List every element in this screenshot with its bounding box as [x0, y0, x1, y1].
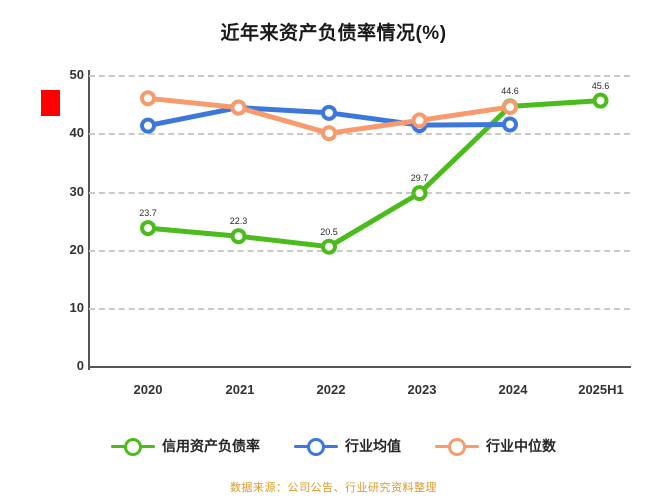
x-axis-line [88, 366, 631, 368]
legend-item-1[interactable]: 行业均值 [294, 436, 401, 456]
data-label-s0-p2: 20.5 [320, 226, 338, 237]
y-axis-tick-0: 0 [76, 358, 84, 373]
data-label-s0-p1: 22.3 [229, 216, 248, 227]
gridline-20 [89, 250, 630, 252]
legend-marker-icon-1 [294, 437, 338, 456]
plot-area [89, 75, 630, 366]
x-axis-tick-2020: 2020 [133, 382, 163, 397]
gridline-40 [89, 133, 630, 135]
y-axis-line [88, 70, 90, 370]
chart-legend: 信用资产负债率 行业均值 行业中位数 [0, 436, 667, 456]
legend-label-1: 行业均值 [345, 438, 401, 454]
y-axis-tick-50: 50 [69, 67, 84, 82]
gridline-30 [89, 192, 630, 194]
data-label-s0-p5: 45.6 [591, 80, 610, 91]
data-label-s0-p3: 29.7 [410, 173, 429, 184]
x-axis-tick-2025h1: 2025H1 [578, 382, 624, 397]
data-label-s0-p4: 44.6 [501, 86, 519, 97]
legend-label-0: 信用资产负债率 [162, 438, 260, 454]
legend-marker-icon-2 [435, 437, 479, 456]
source-watermark: 数据来源：公司公告、行业研究资料整理 [230, 482, 437, 494]
x-axis-tick-2023: 2023 [407, 382, 437, 397]
legend-marker-icon-0 [111, 437, 155, 456]
legend-item-0[interactable]: 信用资产负债率 [111, 436, 260, 456]
y-axis-tick-20: 20 [69, 242, 84, 257]
x-axis-tick-2022: 2022 [316, 382, 346, 397]
y-axis-tick-40: 40 [69, 125, 84, 140]
gridline-10 [89, 308, 630, 310]
y-axis-tick-30: 30 [69, 184, 84, 199]
legend-item-2[interactable]: 行业中位数 [435, 436, 556, 456]
x-axis-tick-2024: 2024 [498, 382, 528, 397]
y-axis-tick-10: 10 [69, 300, 84, 315]
red-highlight-marker [41, 90, 60, 116]
x-axis-tick-2021: 2021 [225, 382, 255, 397]
data-label-s0-p0: 23.7 [139, 208, 157, 219]
legend-label-2: 行业中位数 [486, 438, 556, 454]
page-title: 近年来资产负债率情况(%) [220, 23, 447, 44]
gridline-50 [89, 75, 630, 77]
